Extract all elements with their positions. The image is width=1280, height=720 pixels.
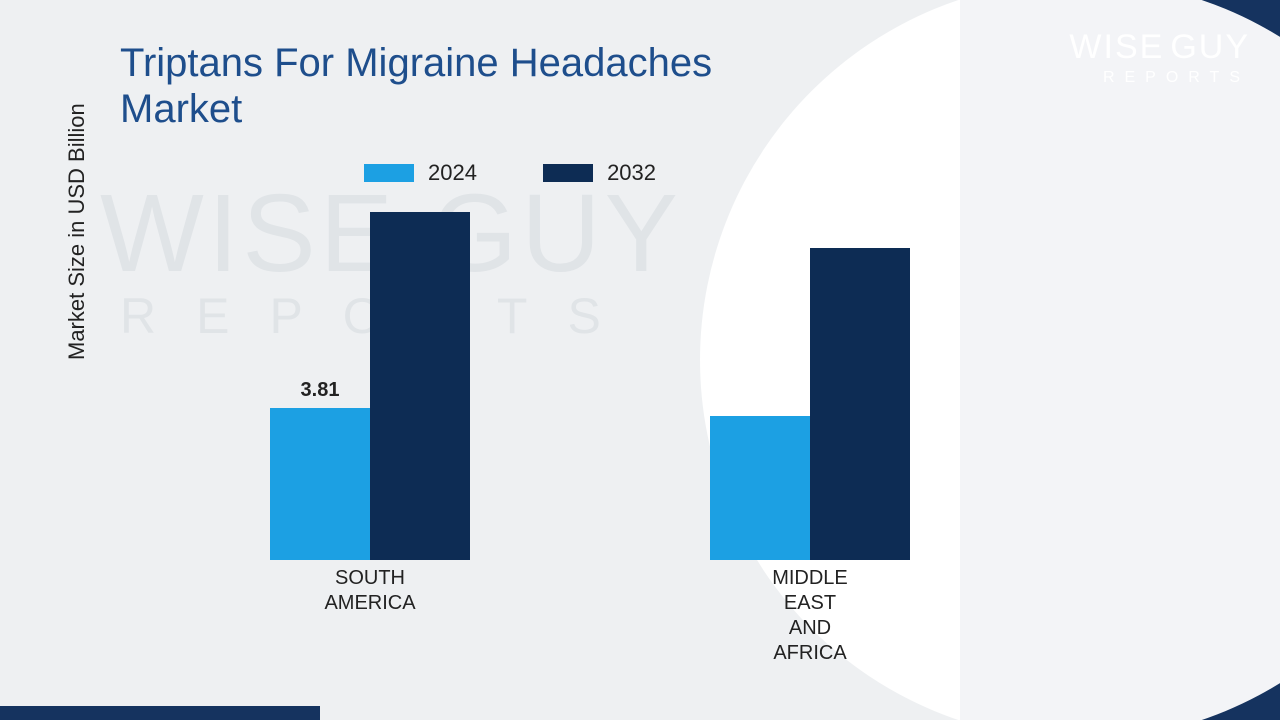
plot-area: 3.81 (100, 200, 920, 560)
y-axis-label: Market Size in USD Billion (64, 103, 90, 360)
legend-item-2024: 2024 (364, 160, 477, 186)
logo-line2: REPORTS (1069, 69, 1250, 87)
logo-word-guy: GUY (1170, 28, 1250, 66)
bar-value-label: 3.81 (270, 379, 370, 402)
bar-2032 (370, 212, 470, 560)
legend-item-2032: 2032 (543, 160, 656, 186)
legend-swatch-2032 (543, 164, 593, 182)
legend-swatch-2024 (364, 164, 414, 182)
x-axis-label: SOUTH AMERICA (270, 566, 470, 616)
legend-label-2024: 2024 (428, 160, 477, 186)
legend-label-2032: 2032 (607, 160, 656, 186)
logo-word-wise: WISE (1069, 28, 1164, 66)
bar-2024 (710, 416, 810, 560)
bar-chart: 2024 2032 3.81 SOUTH AMERICAMIDDLE EAST … (100, 160, 920, 590)
footer-accent-bar (0, 706, 320, 720)
chart-legend: 2024 2032 (100, 160, 920, 188)
bar-2032 (810, 248, 910, 560)
logo-line1: WISEGUY (1069, 28, 1250, 67)
stage: WISEGUY REPORTS Triptans For Migraine He… (0, 0, 1280, 720)
bar-2024 (270, 408, 370, 560)
brand-logo: WISEGUY REPORTS (1069, 28, 1250, 87)
page-title: Triptans For Migraine Headaches Market (120, 40, 820, 132)
x-axis-label: MIDDLE EAST AND AFRICA (710, 566, 910, 666)
